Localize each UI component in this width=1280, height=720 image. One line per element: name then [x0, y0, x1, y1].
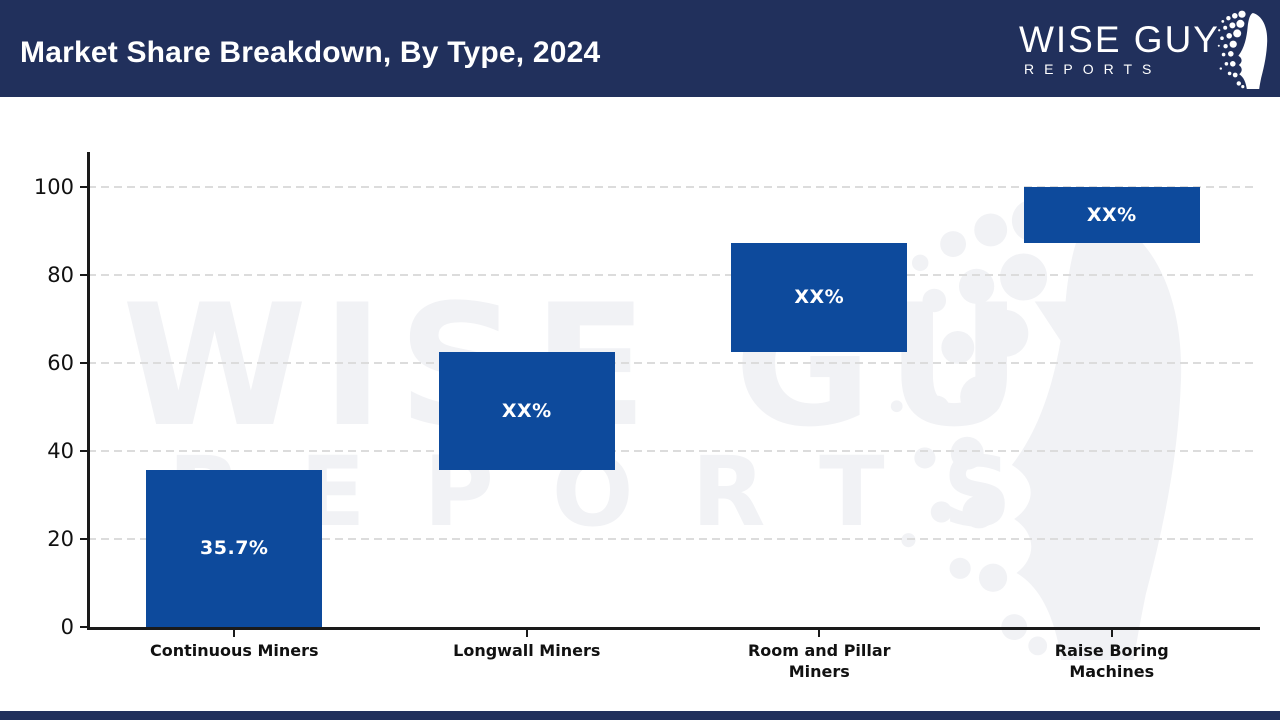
x-axis-tick [525, 629, 528, 637]
gridline-20 [88, 538, 1258, 540]
bar-value-label: XX% [501, 399, 552, 422]
y-axis-tick-40 [80, 450, 87, 452]
y-axis-tick-60 [80, 362, 87, 364]
bar-value-label: 35.7% [200, 537, 269, 560]
x-axis-tick [233, 629, 236, 637]
footer-bar [0, 711, 1280, 720]
page-title: Market Share Breakdown, By Type, 2024 [20, 36, 601, 69]
wiseguy-face-icon [1217, 10, 1268, 89]
gridline-80 [88, 274, 1258, 276]
bar-room-and-pillar-miners [731, 242, 908, 352]
y-tick-label-60: 60 [47, 351, 74, 375]
x-axis-tick [1110, 629, 1113, 637]
gridline-100 [88, 186, 1258, 188]
x-tick-label: Room and Pillar Miners [699, 640, 939, 682]
x-tick-label-line: Longwall Miners [453, 641, 601, 660]
y-tick-label-80: 80 [47, 263, 74, 287]
x-tick-label: Raise Boring Machines [992, 640, 1232, 682]
gridline-60 [88, 362, 1258, 364]
x-tick-label-line: Continuous Miners [149, 641, 319, 660]
wiseguy-logo-text: WISE GUY REPORTS [1018, 19, 1220, 77]
y-axis-line [87, 152, 90, 629]
x-tick-label: Continuous Miners [114, 640, 354, 661]
wiseguy-logo: WISE GUY REPORTS [1019, 8, 1270, 90]
logo-wiseguy-label: WISE GUY [1018, 19, 1220, 61]
y-tick-label-40: 40 [47, 439, 74, 463]
x-tick-label-line: Room and Pillar [747, 641, 891, 660]
bar-longwall-miners [438, 352, 615, 470]
x-axis-line [87, 627, 1260, 630]
x-tick-label: Longwall Miners [407, 640, 647, 661]
y-axis-tick-0 [80, 626, 87, 628]
gridline-40 [88, 450, 1258, 452]
y-tick-label-20: 20 [47, 527, 74, 551]
y-axis-tick-80 [80, 274, 87, 276]
bar-value-label: XX% [1086, 203, 1137, 226]
x-tick-label-line: Raise Boring [1054, 641, 1169, 660]
bar-continuous-miners [146, 469, 323, 627]
logo-reports-label: REPORTS [1023, 60, 1162, 77]
header-bar: Market Share Breakdown, By Type, 2024 WI… [0, 0, 1280, 97]
bar-value-label: XX% [794, 286, 845, 309]
y-tick-label-100: 100 [33, 175, 74, 199]
x-tick-label-line: Machines [1069, 662, 1155, 681]
x-tick-label-line: Miners [788, 662, 850, 681]
y-axis-tick-100 [80, 186, 87, 188]
y-axis-tick-20 [80, 538, 87, 540]
y-tick-label-0: 0 [60, 615, 74, 639]
x-axis-tick [818, 629, 821, 637]
